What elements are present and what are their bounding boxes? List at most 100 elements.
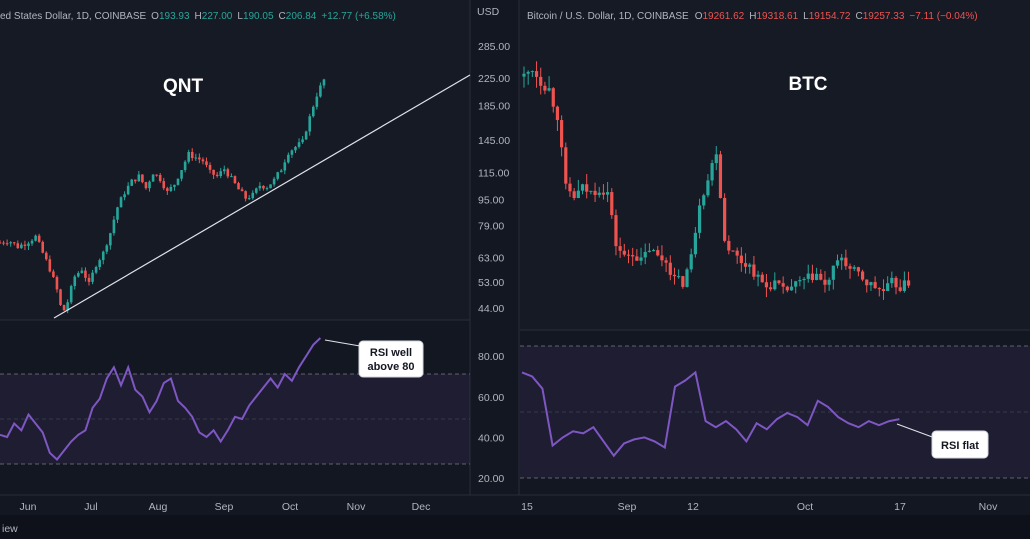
qnt-candle <box>80 270 84 274</box>
qnt-candle <box>162 181 166 189</box>
btc-candle <box>689 254 693 270</box>
qnt-candle <box>311 106 315 117</box>
qnt-candle <box>151 174 155 182</box>
qnt-candle <box>12 242 16 244</box>
qnt-title: QNT <box>163 76 204 97</box>
qnt-candle <box>37 235 41 242</box>
btc-candle <box>526 71 530 74</box>
qnt-y-tick: 285.00 <box>478 41 510 53</box>
btc-candle <box>865 279 869 286</box>
qnt-x-tick: Nov <box>347 501 366 513</box>
qnt-y-tick: 95.00 <box>478 195 504 207</box>
btc-candle <box>781 283 785 287</box>
btc-candle <box>660 255 664 261</box>
btc-candle <box>860 271 865 280</box>
qnt-candle <box>62 305 66 311</box>
btc-candle <box>551 88 555 107</box>
qnt-candle <box>73 276 77 287</box>
btc-candle <box>647 250 651 252</box>
btc-candle <box>815 273 819 280</box>
btc-title: BTC <box>788 74 827 95</box>
btc-rsi-line <box>521 370 900 458</box>
qnt-candle <box>137 174 141 182</box>
qnt-candle <box>133 179 137 182</box>
btc-candle <box>664 260 668 263</box>
btc-candle <box>580 184 585 191</box>
btc-candle <box>606 192 610 195</box>
btc-candle <box>593 190 597 195</box>
qnt-high-label: H <box>195 11 202 22</box>
btc-symbol: Bitcoin / U.S. Dollar, 1D, COINBASE <box>527 11 689 22</box>
qnt-candle <box>247 198 251 200</box>
qnt-candle <box>158 174 162 182</box>
btc-candle <box>760 274 764 283</box>
qnt-open-label: O <box>151 11 159 22</box>
qnt-candle <box>48 259 52 272</box>
qnt-candle <box>27 243 30 246</box>
btc-candle <box>840 257 844 261</box>
qnt-change: +12.77 (+6.58%) <box>321 11 396 22</box>
qnt-candle <box>219 171 223 177</box>
btc-candle <box>668 262 672 275</box>
btc-candle <box>764 282 769 288</box>
qnt-candle <box>198 157 201 160</box>
btc-low-label: L <box>803 11 809 22</box>
btc-candle <box>835 260 840 266</box>
btc-candle <box>576 190 580 199</box>
qnt-candle <box>141 174 144 183</box>
qnt-candle <box>180 170 183 179</box>
qnt-rsi-line <box>0 337 322 461</box>
btc-candle <box>823 279 827 285</box>
btc-candle <box>530 71 534 73</box>
btc-rsi-levels <box>520 345 1030 479</box>
btc-candle <box>752 264 756 277</box>
btc-candle <box>622 250 626 255</box>
btc-high-label: H <box>749 11 756 22</box>
qnt-candle <box>222 169 226 172</box>
qnt-trendline[interactable] <box>53 74 471 319</box>
btc-candle <box>522 73 526 77</box>
qnt-y-tick: 185.00 <box>478 101 510 113</box>
qnt-candle <box>130 179 134 186</box>
qnt-low-label: L <box>237 11 243 22</box>
btc-candle <box>564 147 568 184</box>
btc-candle <box>635 256 639 261</box>
qnt-candle <box>69 286 73 303</box>
btc-high: 19318.61 <box>756 11 798 22</box>
btc-rsi-y-tick: 20.00 <box>478 473 504 485</box>
btc-rsi-y-tick: 80.00 <box>478 351 504 363</box>
qnt-candle <box>176 178 180 185</box>
qnt-candle <box>23 244 27 246</box>
qnt-price-pane <box>0 0 470 320</box>
bottom-toolbar-label[interactable]: iew <box>2 523 18 535</box>
btc-x-tick: Oct <box>797 501 813 513</box>
btc-candle <box>727 240 731 251</box>
qnt-candle <box>215 174 219 177</box>
btc-candle <box>547 88 551 91</box>
qnt-y-tick: 115.00 <box>478 168 509 180</box>
qnt-candle <box>258 185 262 189</box>
qnt-candle <box>87 277 91 282</box>
btc-candle <box>819 273 823 280</box>
btc-candle <box>739 255 743 264</box>
btc-candle <box>852 267 856 269</box>
btc-candle <box>601 192 606 195</box>
btc-rsi-y-axis: 80.00 60.00 40.00 20.00 <box>478 351 504 485</box>
btc-candle <box>898 287 902 291</box>
btc-candle <box>560 120 564 148</box>
btc-candle <box>856 267 860 272</box>
qnt-candle <box>66 302 69 311</box>
btc-candle <box>806 273 810 279</box>
qnt-candle <box>265 188 269 190</box>
qnt-candle <box>94 266 98 273</box>
qnt-y-tick: 53.00 <box>478 277 504 289</box>
btc-candle <box>677 276 681 278</box>
qnt-candle <box>119 197 123 208</box>
qnt-x-axis: Jun Jul Aug Sep Oct Nov Dec <box>20 501 431 513</box>
qnt-candle <box>290 150 294 155</box>
btc-candle <box>735 250 739 256</box>
qnt-y-tick: 145.00 <box>478 135 510 147</box>
btc-candle <box>555 106 560 121</box>
qnt-candle <box>240 189 244 192</box>
